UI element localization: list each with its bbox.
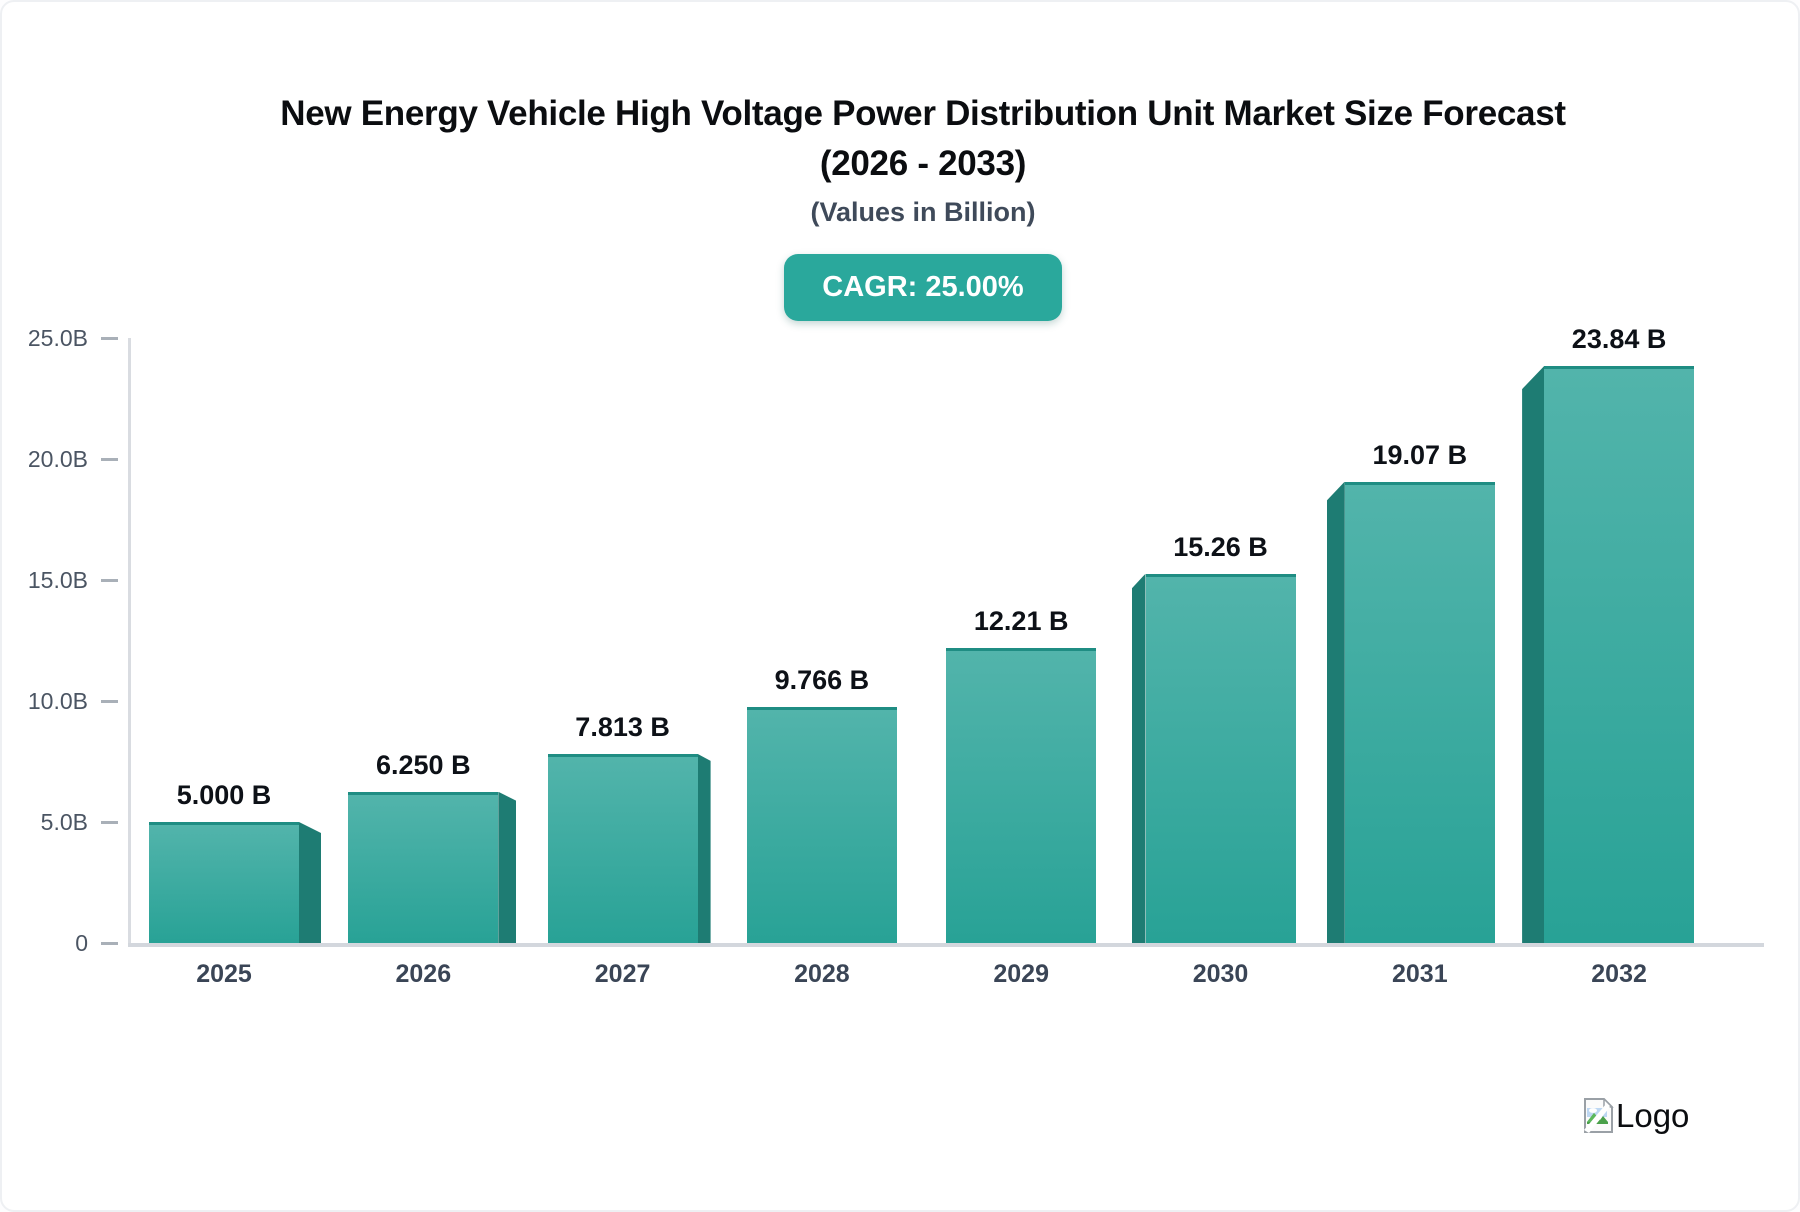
bar-2032-depth-face	[1522, 366, 1545, 943]
bar-value-label-2025: 5.000 B	[176, 780, 272, 810]
y-tick-label-0: 0	[75, 930, 88, 956]
y-tick-label-5.0B: 5.0B	[40, 809, 88, 835]
y-tick-label-20.0B: 20.0B	[27, 446, 88, 472]
y-tick-mark-15.0B	[101, 578, 118, 582]
x-axis-line	[128, 943, 1764, 947]
y-axis-line	[128, 338, 131, 947]
bar-value-label-2032: 23.84 B	[1571, 324, 1667, 355]
x-tick-label-2032: 2032	[1591, 960, 1647, 988]
bar-2032[interactable]	[1544, 366, 1695, 943]
y-tick-mark-0	[101, 941, 118, 945]
y-tick-label-25.0B: 25.0B	[27, 325, 88, 351]
x-tick-label-2030: 2030	[1192, 960, 1249, 988]
bar-value-label-2026: 6.250 B	[376, 749, 471, 780]
x-tick-label-2027: 2027	[594, 960, 651, 988]
y-tick-label-10.0B: 10.0B	[27, 688, 88, 714]
broken-image-icon	[1584, 1098, 1614, 1133]
bar-2029[interactable]	[946, 647, 1097, 943]
bar-2031[interactable]	[1344, 481, 1495, 943]
bar-value-label-2030: 15.26 B	[1173, 531, 1268, 562]
y-tick-label-15.0B: 15.0B	[27, 567, 88, 593]
chart-subtitle: (Values in Billion)	[810, 197, 1036, 227]
x-tick-label-2026: 2026	[395, 960, 452, 988]
bar-2028[interactable]	[746, 706, 897, 943]
bar-2026-depth-face	[498, 791, 517, 944]
bar-value-label-2031: 19.07 B	[1372, 439, 1468, 470]
chart-title-line1: New Energy Vehicle High Voltage Power Di…	[280, 94, 1566, 133]
y-tick-mark-5.0B	[101, 820, 118, 824]
bar-2031-depth-face	[1326, 481, 1345, 943]
x-tick-label-2031: 2031	[1391, 960, 1448, 988]
bar-2027-depth-face	[697, 753, 711, 943]
bar-2030-depth-face	[1131, 573, 1146, 943]
x-tick-label-2029: 2029	[993, 960, 1049, 988]
y-tick-mark-10.0B	[101, 699, 118, 703]
y-tick-mark-20.0B	[101, 457, 118, 461]
y-tick-mark-25.0B	[101, 336, 118, 340]
bar-2026[interactable]	[348, 791, 499, 944]
cagr-badge-pill: CAGR: 25.00%	[784, 254, 1062, 321]
logo-alt-text: Logo	[1616, 1097, 1690, 1134]
bar-2030[interactable]	[1145, 573, 1296, 943]
bar-2025[interactable]	[149, 822, 299, 943]
x-tick-label-2028: 2028	[794, 960, 850, 988]
bar-value-label-2029: 12.21 B	[973, 605, 1069, 636]
bar-2027[interactable]	[547, 753, 698, 943]
x-tick-label-2025: 2025	[196, 960, 252, 988]
footer-logo: Logo	[1583, 1092, 1689, 1140]
bar-value-label-2027: 7.813 B	[575, 711, 670, 742]
bar-value-label-2028: 9.766 B	[774, 664, 870, 695]
chart-title-line2: (2026 - 2033)	[819, 144, 1027, 183]
cagr-badge: CAGR: 25.00%	[85, 254, 1761, 321]
bar-2025-depth-face	[299, 822, 321, 943]
